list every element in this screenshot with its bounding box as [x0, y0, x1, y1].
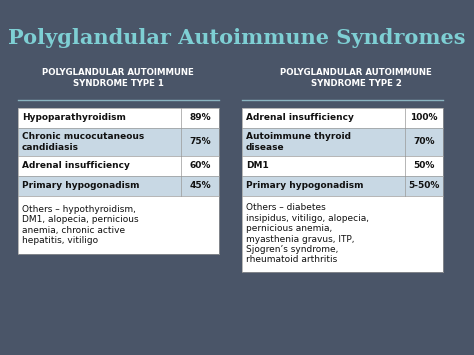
Bar [18, 196, 219, 254]
Bar [242, 128, 443, 156]
Text: Adrenal insufficiency: Adrenal insufficiency [22, 162, 130, 170]
Bar [242, 108, 443, 128]
Text: Chronic mucocutaneous
candidiasis: Chronic mucocutaneous candidiasis [22, 132, 144, 152]
Bar [18, 108, 219, 128]
Text: Others – diabetes
insipidus, vitiligo, alopecia,
pernicious anemia,
myasthenia g: Others – diabetes insipidus, vitiligo, a… [246, 203, 369, 264]
Bar [18, 156, 219, 176]
Text: POLYGLANDULAR AUTOIMMUNE
SYNDROME TYPE 1: POLYGLANDULAR AUTOIMMUNE SYNDROME TYPE 1 [42, 68, 194, 88]
Bar [242, 196, 443, 272]
Text: 89%: 89% [189, 114, 211, 122]
Text: Primary hypogonadism: Primary hypogonadism [246, 181, 364, 191]
Text: DM1: DM1 [246, 162, 269, 170]
Text: POLYGLANDULAR AUTOIMMUNE
SYNDROME TYPE 2: POLYGLANDULAR AUTOIMMUNE SYNDROME TYPE 2 [280, 68, 432, 88]
Text: 45%: 45% [189, 181, 211, 191]
Text: 100%: 100% [410, 114, 438, 122]
Bar [18, 128, 219, 156]
Text: 50%: 50% [413, 162, 435, 170]
Text: Autoimmune thyroid
disease: Autoimmune thyroid disease [246, 132, 351, 152]
Text: Polyglandular Autoimmune Syndromes: Polyglandular Autoimmune Syndromes [8, 28, 466, 48]
Text: 5-50%: 5-50% [408, 181, 440, 191]
Text: Adrenal insufficiency: Adrenal insufficiency [246, 114, 354, 122]
Text: 70%: 70% [413, 137, 435, 147]
Bar [242, 176, 443, 196]
Text: 60%: 60% [189, 162, 210, 170]
Text: Others – hypothyroidism,
DM1, alopecia, pernicious
anemia, chronic active
hepati: Others – hypothyroidism, DM1, alopecia, … [22, 205, 138, 245]
Text: Hypoparathyroidism: Hypoparathyroidism [22, 114, 126, 122]
Text: 75%: 75% [189, 137, 211, 147]
Bar [18, 176, 219, 196]
Text: Primary hypogonadism: Primary hypogonadism [22, 181, 139, 191]
Bar [242, 156, 443, 176]
